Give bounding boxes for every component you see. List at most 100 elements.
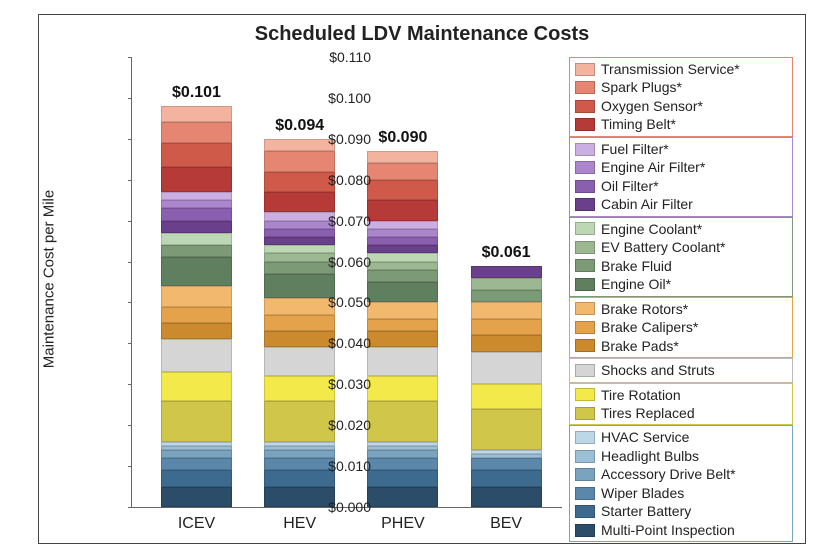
segment-tire_rotation: [471, 384, 542, 409]
legend-item-oil_filter: Oil Filter*: [575, 177, 787, 195]
bar-bev: $0.061: [471, 266, 542, 507]
x-tick: HEV: [283, 515, 316, 533]
segment-brake_calipers: [471, 319, 542, 335]
segment-multi_point: [471, 487, 542, 507]
legend-swatch: [575, 339, 595, 352]
legend-label: Tires Replaced: [601, 404, 695, 422]
legend-group: Engine Coolant*EV Battery Coolant*Brake …: [569, 217, 793, 297]
legend-item-timing_belt: Timing Belt*: [575, 115, 787, 133]
segment-multi_point: [264, 487, 335, 507]
segment-wiper_blades: [161, 458, 232, 470]
legend-label: Multi-Point Inspection: [601, 521, 735, 539]
segment-engine_air_filter: [367, 229, 438, 237]
legend-swatch: [575, 505, 595, 518]
legend-item-hvac_service: HVAC Service: [575, 428, 787, 446]
segment-brake_rotors: [471, 302, 542, 318]
segment-ev_coolant: [264, 253, 335, 261]
legend-label: Transmission Service*: [601, 60, 740, 78]
segment-tires_replaced: [367, 401, 438, 442]
legend-item-headlight_bulbs: Headlight Bulbs: [575, 447, 787, 465]
segment-oxygen_sensor: [264, 172, 335, 192]
segment-ev_coolant: [471, 278, 542, 290]
segment-engine_air_filter: [161, 200, 232, 208]
segment-headlight_bulbs: [471, 454, 542, 458]
segment-starter_battery: [367, 470, 438, 486]
legend-swatch: [575, 487, 595, 500]
legend-swatch: [575, 388, 595, 401]
legend-item-tires_replaced: Tires Replaced: [575, 404, 787, 422]
segment-cabin_filter: [264, 237, 335, 245]
segment-headlight_bulbs: [161, 446, 232, 450]
legend-label: Engine Oil*: [601, 275, 671, 293]
legend-label: Brake Calipers*: [601, 318, 698, 336]
segment-oxygen_sensor: [367, 180, 438, 200]
legend-swatch: [575, 450, 595, 463]
segment-brake_rotors: [367, 302, 438, 318]
segment-wiper_blades: [367, 458, 438, 470]
segment-brake_calipers: [367, 319, 438, 331]
segment-tires_replaced: [161, 401, 232, 442]
segment-fuel_filter: [161, 192, 232, 200]
bar-icev: $0.101: [161, 106, 232, 507]
legend-label: Oil Filter*: [601, 177, 659, 195]
segment-brake_fluid: [264, 262, 335, 274]
y-tick: $0.030: [328, 376, 371, 392]
legend-label: Cabin Air Filter: [601, 195, 693, 213]
legend-item-oxygen_sensor: Oxygen Sensor*: [575, 97, 787, 115]
segment-cabin_filter: [367, 245, 438, 253]
segment-spark_plugs: [367, 163, 438, 179]
legend-label: HVAC Service: [601, 428, 689, 446]
segment-engine_coolant: [161, 233, 232, 245]
segment-tire_rotation: [367, 376, 438, 401]
y-tick: $0.070: [328, 213, 371, 229]
segment-brake_calipers: [161, 307, 232, 323]
y-tick: $0.020: [328, 417, 371, 433]
legend-swatch: [575, 278, 595, 291]
segment-brake_pads: [367, 331, 438, 347]
legend-group: Fuel Filter*Engine Air Filter*Oil Filter…: [569, 137, 793, 217]
bar-total-label: $0.061: [471, 244, 542, 262]
legend-swatch: [575, 198, 595, 211]
segment-tires_replaced: [264, 401, 335, 442]
bar-total-label: $0.101: [161, 84, 232, 102]
legend-item-multi_point: Multi-Point Inspection: [575, 521, 787, 539]
segment-oil_filter: [161, 208, 232, 220]
segment-headlight_bulbs: [367, 446, 438, 450]
segment-brake_pads: [161, 323, 232, 339]
legend-swatch: [575, 81, 595, 94]
x-tick: PHEV: [381, 515, 425, 533]
legend-swatch: [575, 407, 595, 420]
legend-swatch: [575, 524, 595, 537]
plot-area: $0.101ICEV$0.094HEV$0.090PHEV$0.061BEV: [131, 57, 562, 508]
segment-brake_fluid: [161, 245, 232, 257]
legend-swatch: [575, 468, 595, 481]
segment-shocks_struts: [161, 339, 232, 372]
legend-label: Starter Battery: [601, 502, 691, 520]
segment-timing_belt: [161, 167, 232, 192]
segment-shocks_struts: [264, 347, 335, 376]
segment-cabin_filter: [471, 266, 542, 278]
legend-item-cabin_filter: Cabin Air Filter: [575, 195, 787, 213]
segment-ev_coolant: [367, 262, 438, 270]
y-tick: $0.060: [328, 254, 371, 270]
legend: Transmission Service*Spark Plugs*Oxygen …: [569, 57, 793, 542]
legend-item-wiper_blades: Wiper Blades: [575, 484, 787, 502]
legend-item-brake_fluid: Brake Fluid: [575, 257, 787, 275]
legend-swatch: [575, 259, 595, 272]
segment-brake_pads: [264, 331, 335, 347]
legend-item-spark_plugs: Spark Plugs*: [575, 78, 787, 96]
segment-multi_point: [367, 487, 438, 507]
chart-frame: Scheduled LDV Maintenance Costs Maintena…: [38, 14, 806, 544]
segment-cabin_filter: [161, 221, 232, 233]
chart-title: Scheduled LDV Maintenance Costs: [39, 23, 805, 46]
legend-label: Accessory Drive Belt*: [601, 465, 736, 483]
legend-label: Fuel Filter*: [601, 140, 669, 158]
segment-shocks_struts: [367, 347, 438, 376]
segment-hvac_service: [161, 442, 232, 446]
y-tick: $0.110: [329, 49, 371, 65]
legend-label: Shocks and Struts: [601, 361, 715, 379]
segment-starter_battery: [264, 470, 335, 486]
legend-label: Wiper Blades: [601, 484, 684, 502]
segment-starter_battery: [471, 470, 542, 486]
segment-engine_oil: [264, 274, 335, 299]
